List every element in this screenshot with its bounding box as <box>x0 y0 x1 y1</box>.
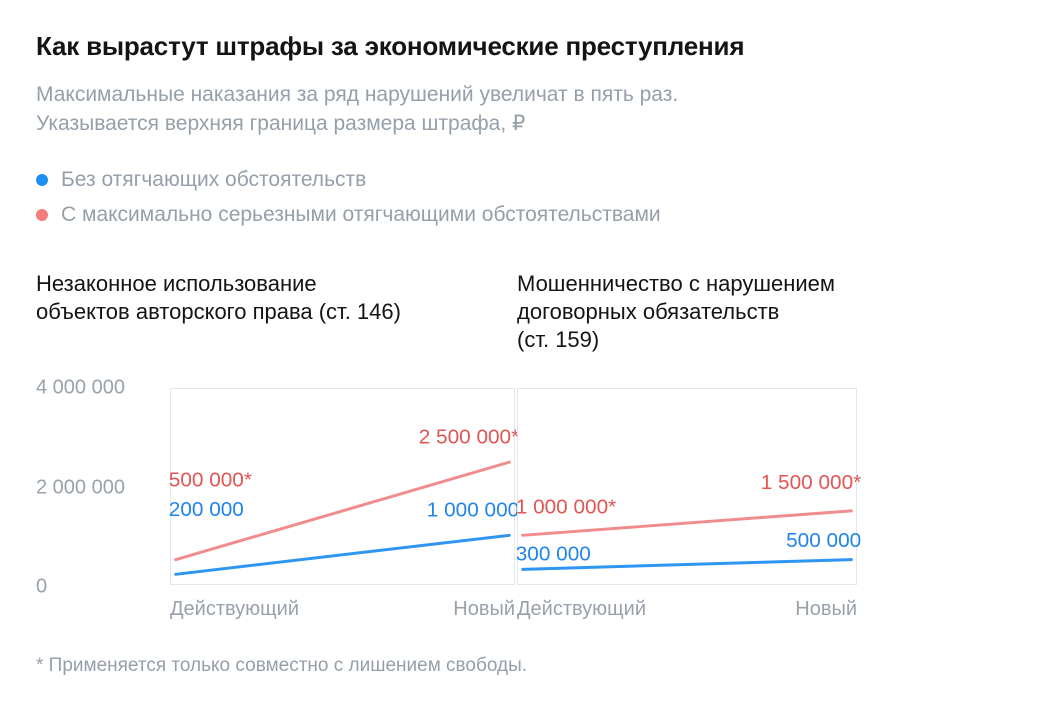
series-line-max-aggravating <box>521 509 853 537</box>
plot-wrap: 200 000 1 000 000 500 000* 2 500 000* Дейст… <box>169 388 519 621</box>
x-axis: Действующий Новый <box>517 598 857 621</box>
data-label-max-aggravating: 1 000 000* <box>516 496 616 519</box>
legend-dot-blue-icon <box>36 173 48 186</box>
y-axis-tick-label: 2 000 000 <box>36 476 125 498</box>
legend-item-no-aggravating: Без отягчающих обстоятельств <box>36 162 1010 197</box>
data-label-max-aggravating: 1 500 000* <box>761 471 861 494</box>
x-axis-label-new: Новый <box>795 598 857 620</box>
chart-copyright-146: Незаконное использование объектов авторс… <box>36 270 519 621</box>
plot-area: 300 000 500 000 1 000 000* 1 500 000* <box>516 388 861 585</box>
chart-title: Незаконное использование объектов авторс… <box>36 271 401 324</box>
data-label-no-aggravating: 500 000 <box>786 529 861 552</box>
chart-body: 4 000 000 2 000 000 0 200 000 1 000 000 500 … <box>36 377 519 621</box>
plot-wrap: 300 000 500 000 1 000 000* 1 500 000* Дейст… <box>516 388 861 621</box>
x-axis: Действующий Новый <box>170 598 515 621</box>
charts-row: Незаконное использование объектов авторс… <box>36 270 1010 621</box>
plot-area: 200 000 1 000 000 500 000* 2 500 000* <box>169 388 519 585</box>
data-label-max-aggravating: 2 500 000* <box>419 425 519 448</box>
data-label-no-aggravating: 1 000 000 <box>427 498 519 521</box>
subtitle: Максимальные наказания за ряд нарушений … <box>36 80 1010 138</box>
subtitle-line-1: Максимальные наказания за ряд нарушений … <box>36 83 679 106</box>
footnote: * Применяется только совместно с лишение… <box>36 655 528 676</box>
x-axis-label-current: Действующий <box>170 598 299 620</box>
x-axis-label-new: Новый <box>453 598 515 620</box>
legend-item-max-aggravating: С максимально серьезными отягчающими обс… <box>36 197 1010 232</box>
data-label-no-aggravating: 300 000 <box>516 542 591 565</box>
legend-dot-red-icon <box>36 208 48 221</box>
subtitle-line-2: Указывается верхняя граница размера штра… <box>36 112 526 135</box>
chart-body: 300 000 500 000 1 000 000* 1 500 000* Дейст… <box>516 388 861 621</box>
legend-label: Без отягчающих обстоятельств <box>61 167 367 191</box>
y-axis: 4 000 000 2 000 000 0 <box>36 377 170 598</box>
series-line-no-aggravating <box>521 558 853 571</box>
legend-label: С максимально серьезными отягчающими обс… <box>61 202 661 226</box>
page-title: Как вырастут штрафы за экономические пре… <box>36 31 745 61</box>
legend: Без отягчающих обстоятельств С максималь… <box>36 162 1010 232</box>
chart-fraud-159: Мошенничество с нарушением договорных об… <box>516 270 861 621</box>
y-axis-tick-label: 4 000 000 <box>36 376 125 399</box>
series-line-no-aggravating <box>174 533 511 576</box>
series-line-max-aggravating <box>174 460 511 562</box>
y-axis-tick-label: 0 <box>36 575 48 598</box>
chart-title: Мошенничество с нарушением договорных об… <box>517 271 836 352</box>
data-label-max-aggravating: 500 000* <box>169 468 252 491</box>
x-axis-label-current: Действующий <box>517 598 646 620</box>
data-label-no-aggravating: 200 000 <box>169 498 244 521</box>
